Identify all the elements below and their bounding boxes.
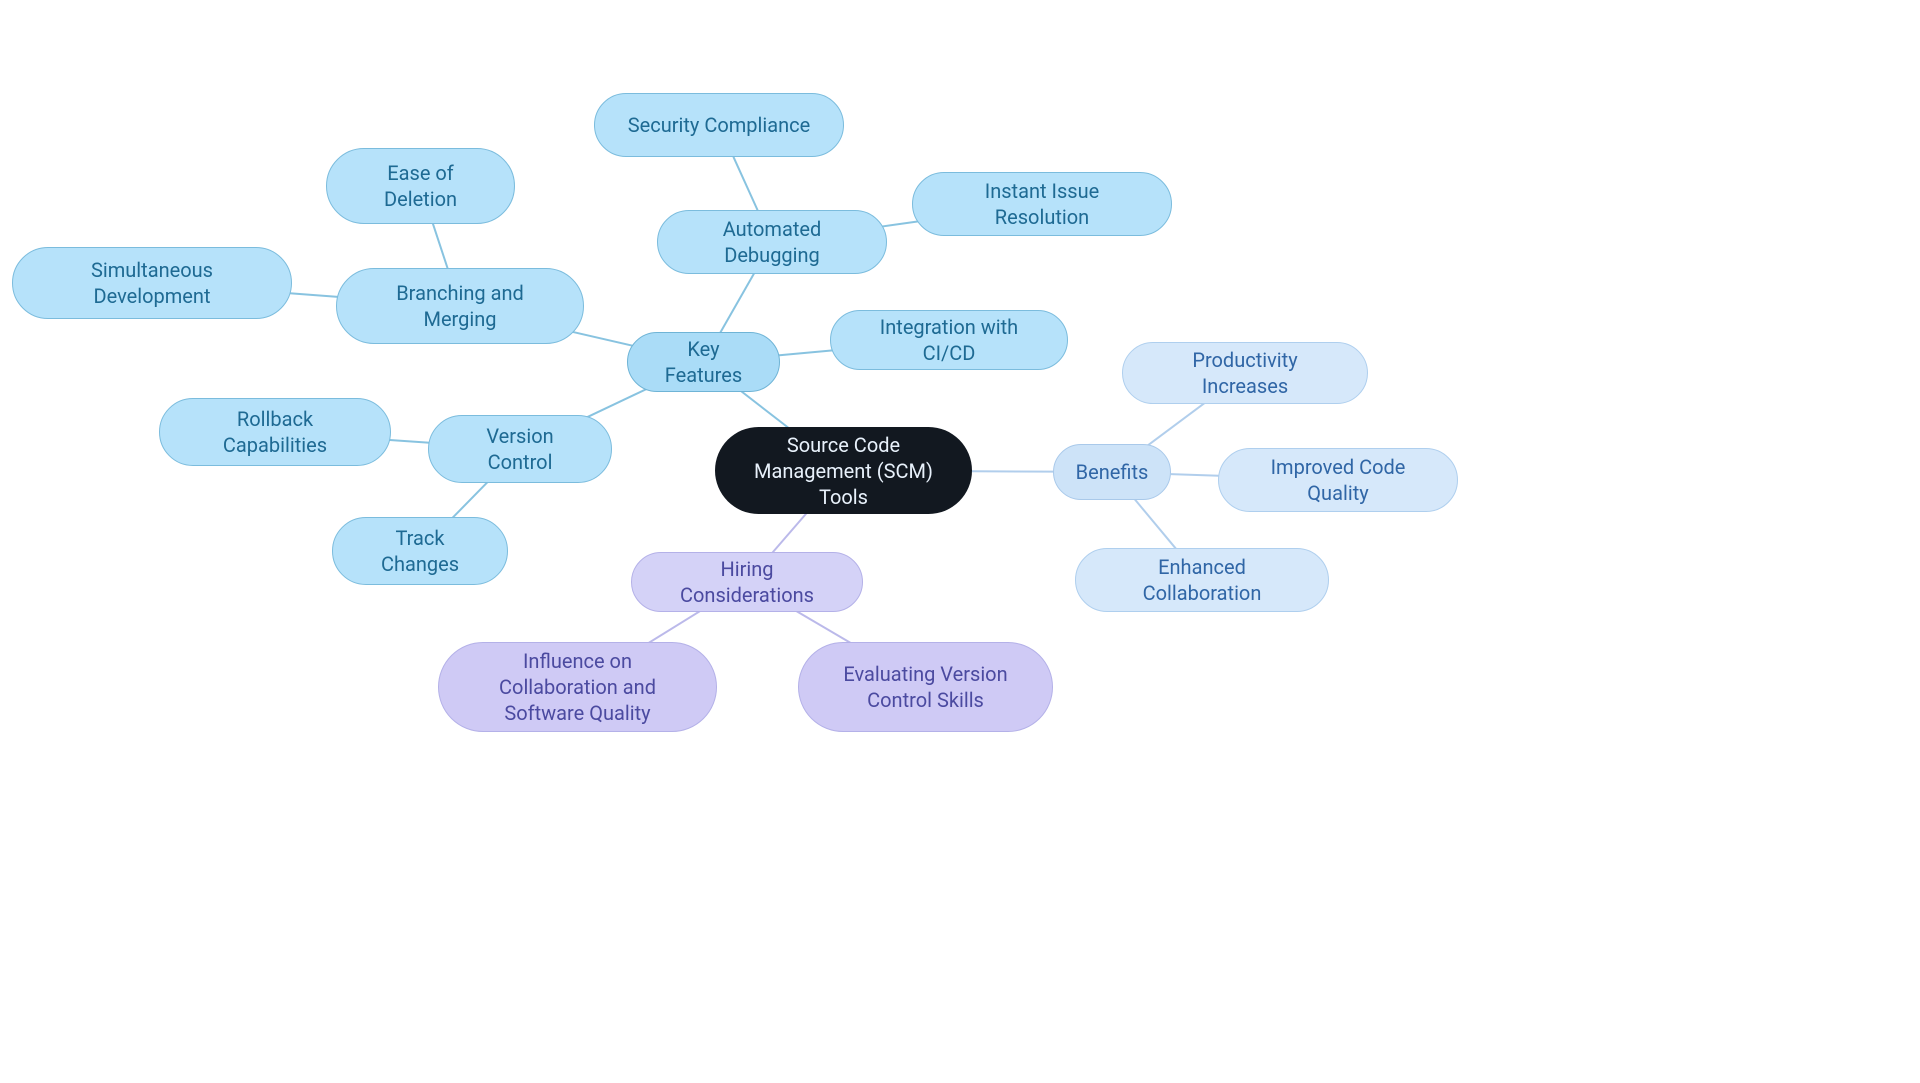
node-track-changes: Track Changes [332, 517, 508, 585]
node-influence-collab-quality: Influence on Collaboration and Software … [438, 642, 717, 732]
edge [1171, 474, 1219, 476]
node-label: Productivity Increases [1151, 347, 1339, 399]
node-label: Security Compliance [628, 112, 811, 138]
node-simultaneous-development: Simultaneous Development [12, 247, 292, 319]
edges-layer [0, 0, 1920, 1083]
edge [733, 157, 757, 210]
node-security-compliance: Security Compliance [594, 93, 844, 157]
edge [1144, 402, 1206, 448]
node-label: Enhanced Collaboration [1104, 554, 1300, 606]
node-productivity-increases: Productivity Increases [1122, 342, 1368, 404]
node-label: Benefits [1076, 459, 1149, 485]
edge [720, 274, 754, 333]
node-branching: Branching and Merging [336, 268, 584, 344]
edge [772, 512, 807, 552]
node-label: Ease of Deletion [355, 160, 486, 212]
edge [451, 481, 488, 519]
node-integration-cicd: Integration with CI/CD [830, 310, 1068, 370]
node-label: Source Code Management (SCM) Tools [743, 432, 944, 510]
node-hiring-considerations: Hiring Considerations [631, 552, 863, 612]
node-label: Influence on Collaboration and Software … [467, 648, 688, 726]
node-label: Rollback Capabilities [188, 406, 362, 458]
node-label: Track Changes [361, 525, 479, 577]
edge [738, 389, 792, 431]
node-label: Key Features [656, 336, 751, 388]
node-rollback-capabilities: Rollback Capabilities [159, 398, 391, 466]
node-label: Automated Debugging [686, 216, 858, 268]
node-label: Branching and Merging [365, 280, 555, 332]
node-label: Improved Code Quality [1247, 454, 1429, 506]
node-label: Simultaneous Development [41, 257, 263, 309]
node-version-control: Version Control [428, 415, 612, 483]
node-evaluating-vc-skills: Evaluating Version Control Skills [798, 642, 1053, 732]
node-label: Version Control [457, 423, 583, 475]
node-label: Evaluating Version Control Skills [827, 661, 1024, 713]
node-ease-of-deletion: Ease of Deletion [326, 148, 515, 224]
edge [433, 224, 448, 269]
node-instant-issue-resolution: Instant Issue Resolution [912, 172, 1172, 236]
node-label: Hiring Considerations [660, 556, 834, 608]
mindmap-canvas: Source Code Management (SCM) Tools Key F… [0, 0, 1920, 1083]
node-root: Source Code Management (SCM) Tools [715, 427, 972, 514]
edge [1134, 498, 1176, 549]
node-enhanced-collaboration: Enhanced Collaboration [1075, 548, 1329, 612]
edge [286, 293, 339, 297]
node-improved-code-quality: Improved Code Quality [1218, 448, 1458, 512]
node-benefits: Benefits [1053, 444, 1171, 500]
edge [778, 350, 837, 355]
node-key-features: Key Features [627, 332, 780, 392]
node-automated-debugging: Automated Debugging [657, 210, 887, 274]
node-label: Instant Issue Resolution [941, 178, 1143, 230]
edge [388, 440, 430, 443]
node-label: Integration with CI/CD [859, 314, 1039, 366]
